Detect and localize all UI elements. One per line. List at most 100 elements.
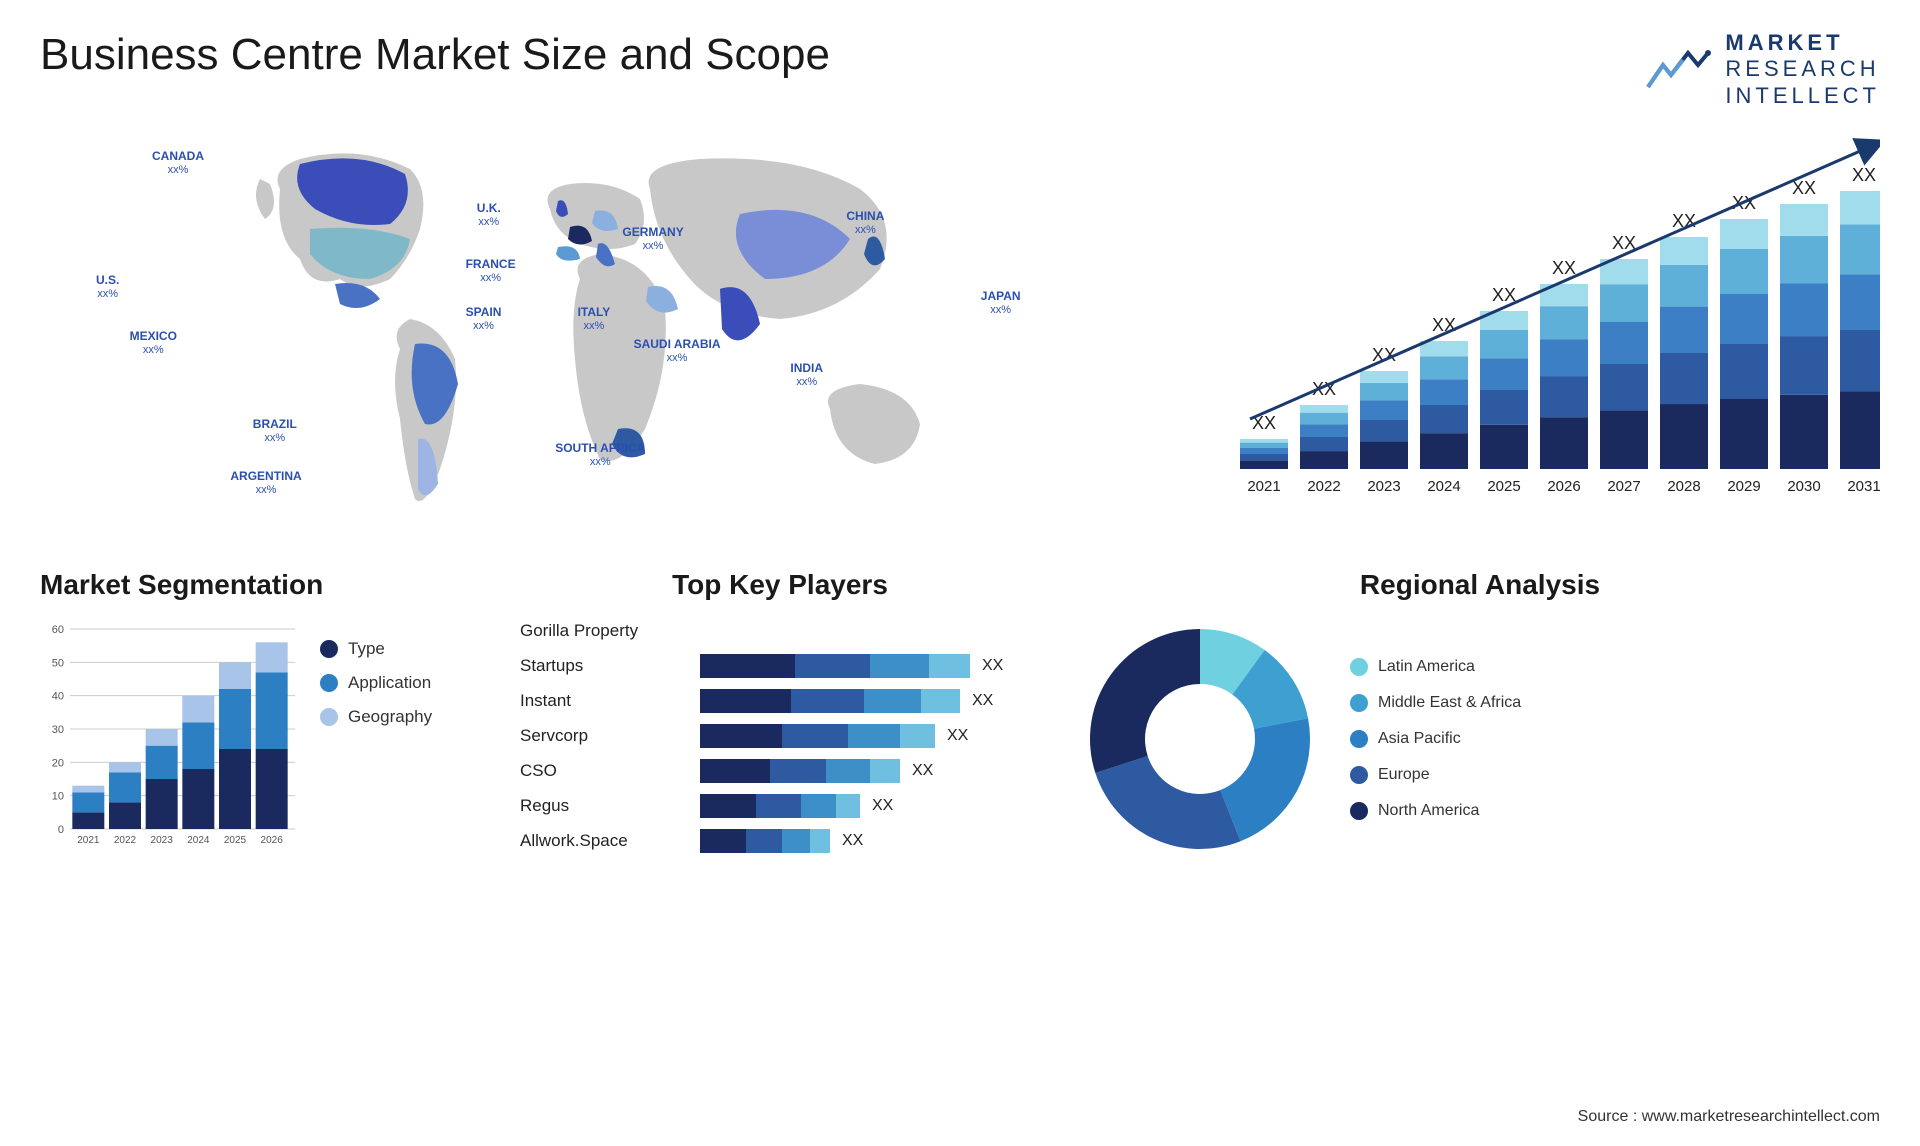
svg-text:20: 20 [52,758,64,770]
map-label-brazil: BRAZILxx% [253,417,297,445]
player-label: Instant [520,689,680,713]
growth-year-label: 2023 [1367,478,1400,495]
map-label-us: U.S.xx% [96,273,119,301]
svg-text:2023: 2023 [151,835,174,846]
seg-bar-seg [182,723,214,770]
segmentation-legend: Type Application Geography [320,619,432,849]
map-label-france: FRANCExx% [466,257,516,285]
seg-bar-seg [109,803,141,830]
map-label-japan: JAPANxx% [981,289,1021,317]
seg-legend-item: Type [320,639,432,659]
growth-year-label: 2031 [1847,478,1880,495]
growth-year-label: 2024 [1427,478,1460,495]
segmentation-panel: Market Segmentation 01020304050602021202… [40,569,480,859]
growth-bar-seg [1780,236,1828,284]
region-legend-item: North America [1350,802,1521,820]
player-value: XX [872,797,893,815]
region-legend-item: Europe [1350,766,1521,784]
growth-bar-seg [1720,219,1768,249]
growth-bar-seg [1600,284,1648,322]
svg-text:60: 60 [52,624,64,636]
seg-legend-item: Geography [320,707,432,727]
player-value: XX [912,762,933,780]
growth-bar-seg [1480,425,1528,469]
regional-title: Regional Analysis [1080,569,1880,601]
segmentation-chart: 0102030405060202120222023202420252026 [40,619,300,849]
growth-bar-seg [1720,294,1768,344]
player-bar-row: XX [700,759,1040,783]
region-legend-item: Middle East & Africa [1350,694,1521,712]
growth-bar-seg [1600,410,1648,469]
growth-bar-seg [1420,380,1468,406]
seg-bar-seg [109,773,141,803]
player-bar-row: XX [700,724,1040,748]
seg-bar-seg [72,786,104,793]
seg-bar-seg [146,779,178,829]
growth-bar-seg [1540,377,1588,418]
growth-bar-seg [1240,454,1288,461]
growth-bar-seg [1480,330,1528,358]
growth-bar-seg [1660,237,1708,265]
growth-year-label: 2029 [1727,478,1760,495]
growth-bar-seg [1360,383,1408,401]
player-value: XX [947,727,968,745]
players-bars: XXXXXXXXXXXX [700,619,1040,853]
growth-bar-seg [1780,204,1828,236]
seg-bar-seg [219,663,251,690]
growth-year-label: 2028 [1667,478,1700,495]
seg-bar-seg [182,696,214,723]
growth-year-label: 2027 [1607,478,1640,495]
growth-bar-seg [1240,448,1288,454]
seg-bar-seg [219,689,251,749]
seg-bar-seg [219,749,251,829]
svg-text:2024: 2024 [187,835,210,846]
growth-bar-seg [1360,401,1408,421]
growth-bar-seg [1840,225,1880,275]
world-map: CANADAxx%U.S.xx%MEXICOxx%BRAZILxx%ARGENT… [40,129,1160,529]
growth-bar-seg [1720,249,1768,294]
seg-bar-seg [109,763,141,773]
growth-bar-seg [1840,275,1880,331]
growth-bar-seg [1540,417,1588,469]
growth-chart: XX2021XX2022XX2023XX2024XX2025XX2026XX20… [1220,129,1880,509]
map-label-saudiarabia: SAUDI ARABIAxx% [634,337,721,365]
player-label: Startups [520,654,680,678]
growth-bar-seg [1420,405,1468,433]
map-label-spain: SPAINxx% [466,305,502,333]
growth-bar-seg [1780,395,1828,469]
map-label-china: CHINAxx% [846,209,884,237]
growth-bar-seg [1720,344,1768,399]
growth-year-label: 2030 [1787,478,1820,495]
growth-bar-label: XX [1492,285,1516,305]
seg-bar-seg [72,813,104,830]
region-legend-item: Latin America [1350,658,1521,676]
player-bar-row: XX [700,794,1040,818]
growth-bar-seg [1360,442,1408,469]
players-title: Top Key Players [520,569,1040,601]
logo-line3: INTELLECT [1725,83,1880,109]
growth-bar-seg [1660,265,1708,307]
svg-text:30: 30 [52,724,64,736]
growth-year-label: 2025 [1487,478,1520,495]
growth-bar-seg [1300,451,1348,469]
growth-bar-seg [1420,341,1468,356]
growth-bar-seg [1360,420,1408,442]
seg-bar-seg [256,643,288,673]
growth-bar-seg [1300,424,1348,437]
growth-bar-seg [1240,461,1288,469]
donut-slice [1220,719,1310,842]
seg-bar-seg [256,749,288,829]
svg-text:50: 50 [52,658,64,670]
regional-panel: Regional Analysis Latin America Middle Ea… [1080,569,1880,859]
player-label: Allwork.Space [520,829,680,853]
region-legend-item: Asia Pacific [1350,730,1521,748]
map-label-southafrica: SOUTH AFRICAxx% [555,441,645,469]
growth-bar-seg [1600,364,1648,410]
seg-legend-item: Application [320,673,432,693]
logo-icon [1643,45,1713,95]
growth-bar-seg [1240,439,1288,443]
seg-bar-seg [256,673,288,750]
svg-text:2022: 2022 [114,835,137,846]
player-label: Regus [520,794,680,818]
donut-slice [1090,629,1200,773]
